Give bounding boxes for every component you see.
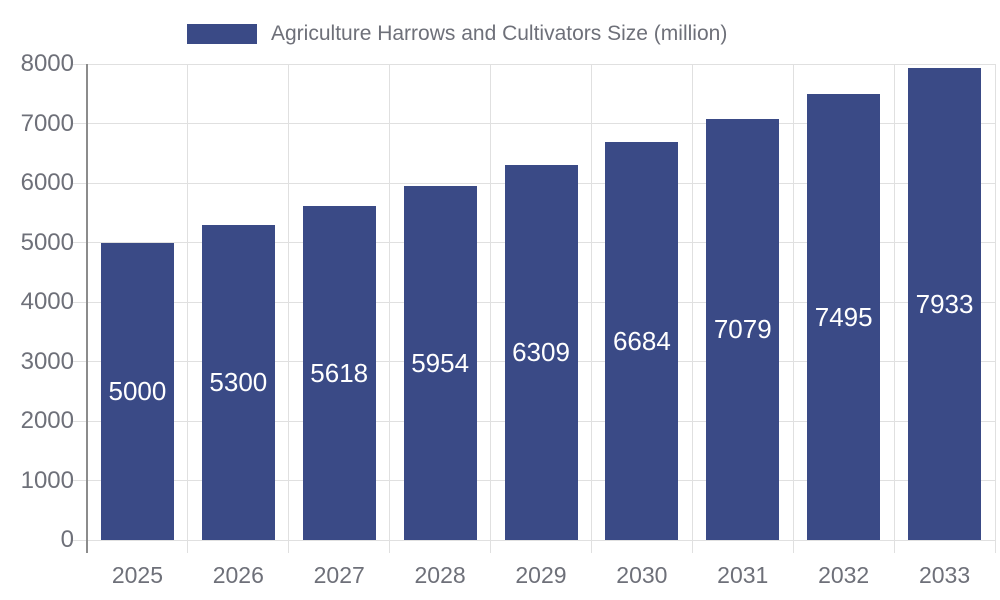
bar (504, 164, 578, 540)
x-gridline (691, 64, 693, 540)
y-tick-label: 0 (60, 526, 74, 553)
x-tick-label: 2033 (918, 562, 971, 588)
y-tick-label: 5000 (20, 228, 74, 256)
y-tick (73, 182, 87, 184)
x-tick-label: 2030 (616, 562, 668, 588)
y-tick (73, 420, 87, 422)
y-tick-label: 7000 (20, 109, 74, 137)
bar (403, 185, 477, 540)
x-tick (691, 540, 693, 553)
x-tick (490, 540, 492, 553)
bar-value-label: 7079 (713, 314, 772, 345)
bar (201, 224, 275, 540)
x-tick (994, 540, 996, 553)
y-tick-label: 1000 (20, 466, 74, 494)
y-gridline (87, 539, 995, 541)
x-gridline (590, 64, 592, 540)
y-axis-spine (86, 64, 88, 553)
bar (706, 118, 780, 540)
bar (807, 94, 881, 540)
y-tick (73, 539, 87, 541)
y-gridline (87, 63, 995, 65)
bar-value-label: 5954 (411, 347, 470, 378)
x-tick (893, 540, 895, 553)
x-gridline (994, 64, 996, 540)
x-tick (792, 540, 794, 553)
x-tick-label: 2029 (515, 562, 567, 588)
bar-value-label: 6309 (512, 337, 570, 368)
x-tick-label: 2026 (212, 562, 264, 588)
bar-value-label: 5618 (310, 357, 369, 388)
x-tick (288, 540, 290, 553)
x-tick-label: 2025 (111, 562, 164, 588)
y-gridline (87, 123, 995, 124)
bar-value-label: 5000 (108, 376, 167, 407)
y-tick (73, 361, 87, 362)
x-tick (187, 540, 189, 553)
bar-value-label: 5300 (209, 367, 268, 398)
x-gridline (389, 64, 391, 540)
x-gridline (288, 64, 290, 540)
bar (302, 205, 376, 540)
x-tick (389, 540, 391, 553)
y-tick-label: 4000 (20, 288, 74, 315)
y-tick (73, 242, 87, 243)
y-tick-label: 6000 (20, 169, 74, 196)
y-tick-label: 3000 (20, 347, 74, 375)
x-tick-label: 2027 (313, 562, 365, 588)
y-tick (73, 301, 87, 303)
bar-value-label: 7495 (814, 302, 873, 333)
x-tick (590, 540, 592, 553)
x-tick-label: 2031 (717, 562, 769, 588)
bar (100, 242, 174, 540)
legend-label: Agriculture Harrows and Cultivators Size… (271, 22, 728, 45)
y-tick (73, 480, 87, 481)
y-tick (73, 123, 87, 124)
x-gridline (893, 64, 895, 540)
bar-value-label: 7933 (915, 288, 974, 319)
bar-value-label: 6684 (612, 326, 671, 357)
y-tick-label: 8000 (20, 50, 74, 77)
bar (605, 142, 679, 540)
bar (908, 67, 982, 540)
legend-swatch (187, 24, 257, 44)
x-gridline (490, 64, 492, 540)
y-tick-label: 2000 (20, 407, 74, 434)
x-tick-label: 2032 (818, 562, 870, 588)
x-gridline (792, 64, 794, 540)
y-tick (73, 63, 87, 65)
x-tick-label: 2028 (414, 562, 466, 588)
legend-item[interactable]: Agriculture Harrows and Cultivators Size… (187, 22, 727, 46)
x-gridline (187, 64, 189, 540)
